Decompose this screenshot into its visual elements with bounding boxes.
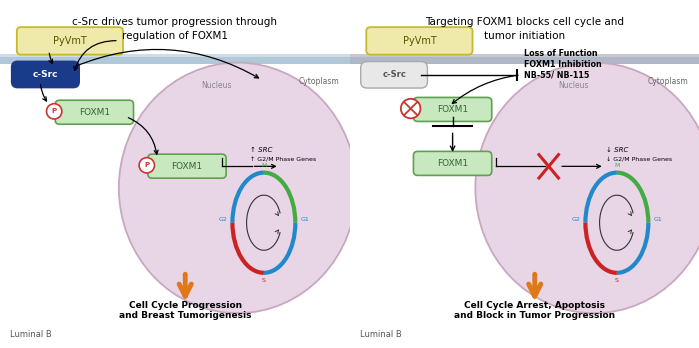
- Text: PyVmT: PyVmT: [403, 36, 436, 46]
- Text: S: S: [615, 278, 619, 283]
- Text: ↑ SRC: ↑ SRC: [250, 147, 273, 153]
- Text: FOXM1: FOXM1: [437, 159, 468, 168]
- FancyBboxPatch shape: [361, 62, 427, 88]
- Text: P: P: [52, 108, 57, 114]
- Text: Nucleus: Nucleus: [201, 81, 232, 90]
- Ellipse shape: [119, 63, 356, 313]
- Text: G2: G2: [219, 217, 227, 222]
- Ellipse shape: [475, 63, 699, 313]
- Text: Targeting FOXM1 blocks cell cycle and
tumor initiation: Targeting FOXM1 blocks cell cycle and tu…: [425, 17, 624, 41]
- Circle shape: [401, 99, 421, 118]
- Text: G1: G1: [301, 217, 309, 222]
- Text: Luminal B: Luminal B: [360, 330, 402, 339]
- Text: G1: G1: [654, 217, 662, 222]
- Text: FOXM1: FOXM1: [437, 105, 468, 114]
- Text: FOXM1: FOXM1: [171, 162, 203, 171]
- FancyBboxPatch shape: [366, 27, 473, 55]
- Text: Cytoplasm: Cytoplasm: [298, 77, 339, 86]
- FancyBboxPatch shape: [55, 100, 134, 124]
- Text: P: P: [144, 162, 150, 168]
- Text: c-Src drives tumor progression through
regulation of FOXM1: c-Src drives tumor progression through r…: [72, 17, 278, 41]
- Text: ↑ G2/M Phase Genes: ↑ G2/M Phase Genes: [250, 157, 316, 161]
- FancyBboxPatch shape: [147, 154, 226, 178]
- Text: S: S: [262, 278, 266, 283]
- Circle shape: [139, 158, 154, 173]
- Text: ↓ SRC: ↓ SRC: [606, 147, 629, 153]
- Bar: [350, 54, 699, 57]
- Text: M: M: [261, 163, 266, 168]
- Text: ↓ G2/M Phase Genes: ↓ G2/M Phase Genes: [606, 157, 672, 161]
- Text: c-Src: c-Src: [382, 70, 406, 79]
- Bar: [350, 57, 699, 64]
- Text: PyVmT: PyVmT: [53, 36, 87, 46]
- Text: Cell Cycle Arrest, Apoptosis
and Block in Tumor Progression: Cell Cycle Arrest, Apoptosis and Block i…: [454, 301, 615, 320]
- Text: Luminal B: Luminal B: [10, 330, 52, 339]
- FancyBboxPatch shape: [11, 61, 80, 88]
- FancyBboxPatch shape: [17, 27, 123, 55]
- Text: Nucleus: Nucleus: [558, 81, 589, 90]
- Bar: [0, 57, 350, 64]
- Text: c-Src: c-Src: [33, 70, 58, 79]
- Circle shape: [46, 104, 62, 119]
- FancyBboxPatch shape: [414, 151, 491, 175]
- FancyBboxPatch shape: [414, 97, 491, 121]
- Text: FOXM1: FOXM1: [79, 108, 110, 117]
- Text: Loss of Function
FOXM1 Inhibition
NB-55/ NB-115: Loss of Function FOXM1 Inhibition NB-55/…: [524, 49, 602, 80]
- Bar: [0, 54, 350, 57]
- Text: M: M: [614, 163, 619, 168]
- Text: Cytoplasm: Cytoplasm: [648, 77, 689, 86]
- Text: Cell Cycle Progression
and Breast Tumorigenesis: Cell Cycle Progression and Breast Tumori…: [119, 301, 252, 320]
- Text: G2: G2: [572, 217, 580, 222]
